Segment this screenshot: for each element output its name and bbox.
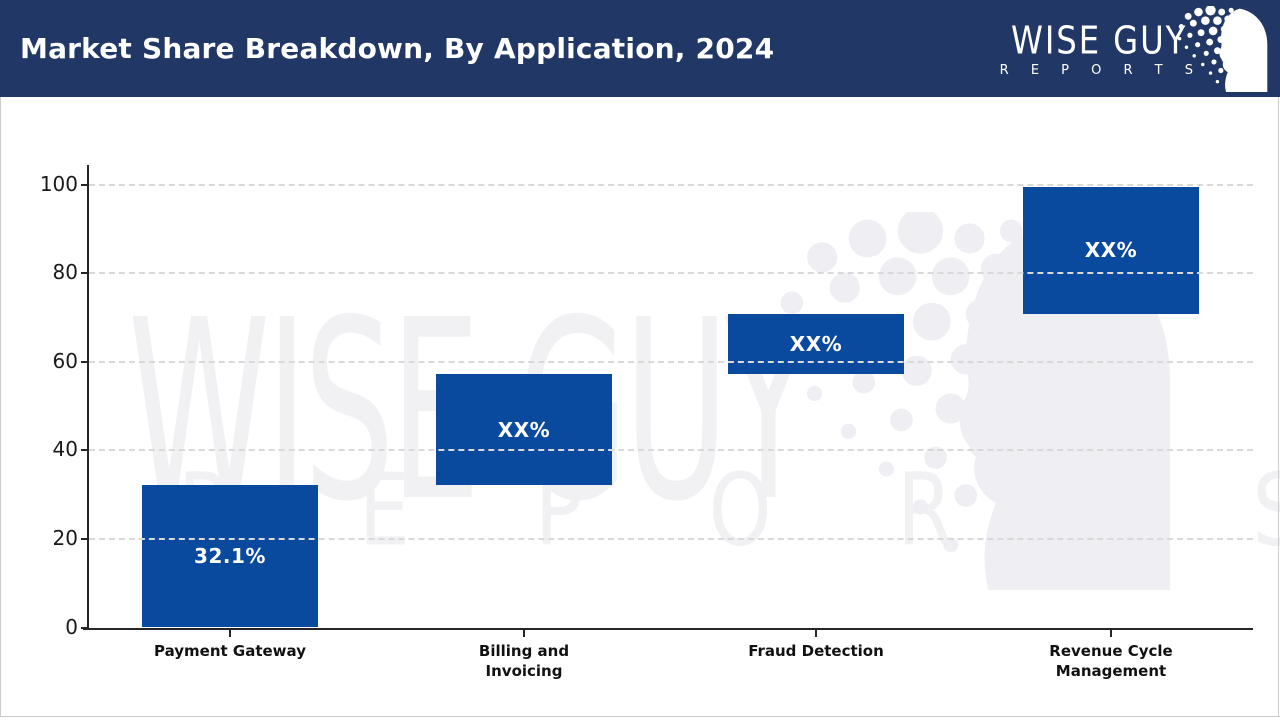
x-category-label-4: Revenue Cycle Management (1049, 641, 1173, 680)
waterfall-bar-3: XX% (728, 313, 904, 374)
x-category-label-1: Payment Gateway (154, 641, 306, 660)
plot-area: 32.1% XX% XX% XX% 0 20 40 60 80 100 Payment Gatewa… (0, 97, 1280, 720)
waterfall-bar-2: XX% (436, 373, 612, 486)
frame-bottom-border (0, 716, 1280, 717)
x-category-label-3: Fraud Detection (748, 641, 884, 660)
header-bar: Market Share Breakdown, By Application, … (0, 0, 1280, 97)
y-tick-label-60: 60 (52, 348, 78, 373)
frame-left-border (0, 97, 1, 717)
logo-wiseguy-label: WISE GUY (1010, 18, 1187, 63)
x-tick-mark-3 (815, 629, 817, 637)
frame-right-border (1278, 97, 1279, 717)
x-axis-line (83, 627, 1253, 630)
y-tick-mark-40 (81, 449, 88, 452)
y-tick-label-20: 20 (52, 525, 78, 550)
logo-dotted-head-icon (1177, 6, 1268, 92)
gridline-100 (89, 183, 1253, 186)
logo-reports-label: R E P O R T S (999, 62, 1202, 78)
x-tick-mark-1 (229, 629, 231, 637)
x-tick-mark-4 (1110, 629, 1112, 637)
bar-value-label: XX% (789, 331, 843, 356)
waterfall-bar-4: XX% (1023, 186, 1199, 314)
bar-value-label: 32.1% (194, 544, 266, 569)
y-tick-label-40: 40 (52, 437, 78, 462)
y-tick-label-80: 80 (52, 260, 78, 285)
y-tick-label-0: 0 (65, 614, 78, 639)
waterfall-bar-1: 32.1% (142, 485, 318, 628)
gridline-40 (89, 449, 1253, 452)
y-tick-label-100: 100 (39, 171, 78, 196)
bar-value-label: XX% (497, 417, 551, 442)
logo-text: WISE GUY R E P O R T S (996, 18, 1202, 78)
x-category-label-2: Billing and Invoicing (478, 641, 570, 680)
gridline-60 (89, 360, 1253, 363)
y-tick-mark-80 (81, 272, 88, 275)
y-tick-mark-60 (81, 360, 88, 363)
y-tick-mark-20 (81, 537, 88, 540)
y-axis-line (87, 165, 89, 630)
gridline-20 (89, 537, 1253, 540)
x-tick-mark-2 (523, 629, 525, 637)
gridline-80 (89, 272, 1253, 275)
y-tick-mark-100 (81, 183, 88, 186)
page-title: Market Share Breakdown, By Application, … (20, 32, 775, 65)
bar-value-label: XX% (1084, 238, 1138, 263)
wise-guy-reports-logo: WISE GUY R E P O R T S (996, 6, 1272, 92)
